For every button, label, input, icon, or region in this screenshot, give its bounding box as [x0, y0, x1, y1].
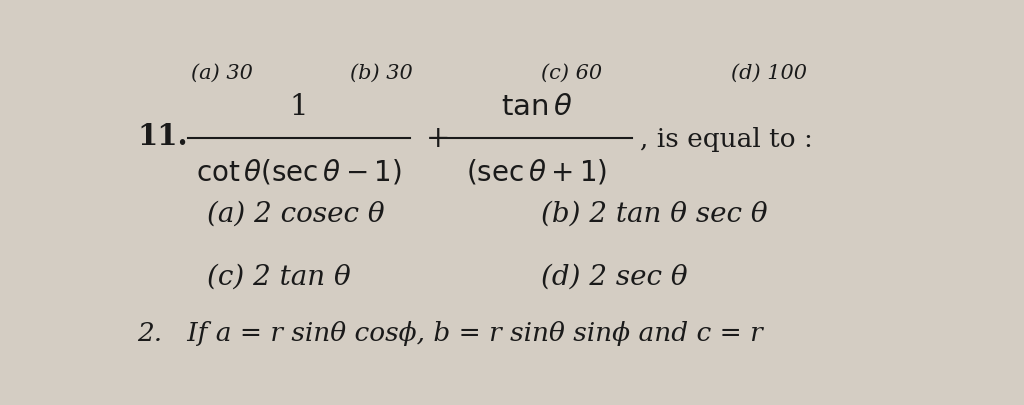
Text: (c) 2 tan θ: (c) 2 tan θ — [207, 263, 351, 290]
Text: (a) 30: (a) 30 — [191, 64, 253, 83]
Text: 2.   If a = r sinθ cosϕ, b = r sinθ sinϕ and c = r: 2. If a = r sinθ cosϕ, b = r sinθ sinϕ a… — [137, 320, 763, 345]
Text: 11.: 11. — [137, 122, 188, 150]
Text: (d) 2 sec θ: (d) 2 sec θ — [541, 263, 687, 290]
Text: $(\mathrm{sec}\,\theta+1)$: $(\mathrm{sec}\,\theta+1)$ — [466, 157, 607, 186]
Text: (b) 30: (b) 30 — [350, 64, 413, 83]
Text: , is equal to :: , is equal to : — [640, 127, 813, 151]
Text: (d) 100: (d) 100 — [731, 64, 807, 83]
Text: $\mathrm{cot}\,\theta(\mathrm{sec}\,\theta-1)$: $\mathrm{cot}\,\theta(\mathrm{sec}\,\the… — [196, 157, 401, 186]
Text: (a) 2 cosec θ: (a) 2 cosec θ — [207, 200, 385, 227]
Text: (c) 60: (c) 60 — [541, 64, 602, 83]
Text: $\mathrm{tan}\,\theta$: $\mathrm{tan}\,\theta$ — [501, 92, 572, 120]
Text: 1: 1 — [290, 92, 308, 120]
Text: +: + — [426, 125, 451, 153]
Text: (b) 2 tan θ sec θ: (b) 2 tan θ sec θ — [541, 200, 767, 227]
